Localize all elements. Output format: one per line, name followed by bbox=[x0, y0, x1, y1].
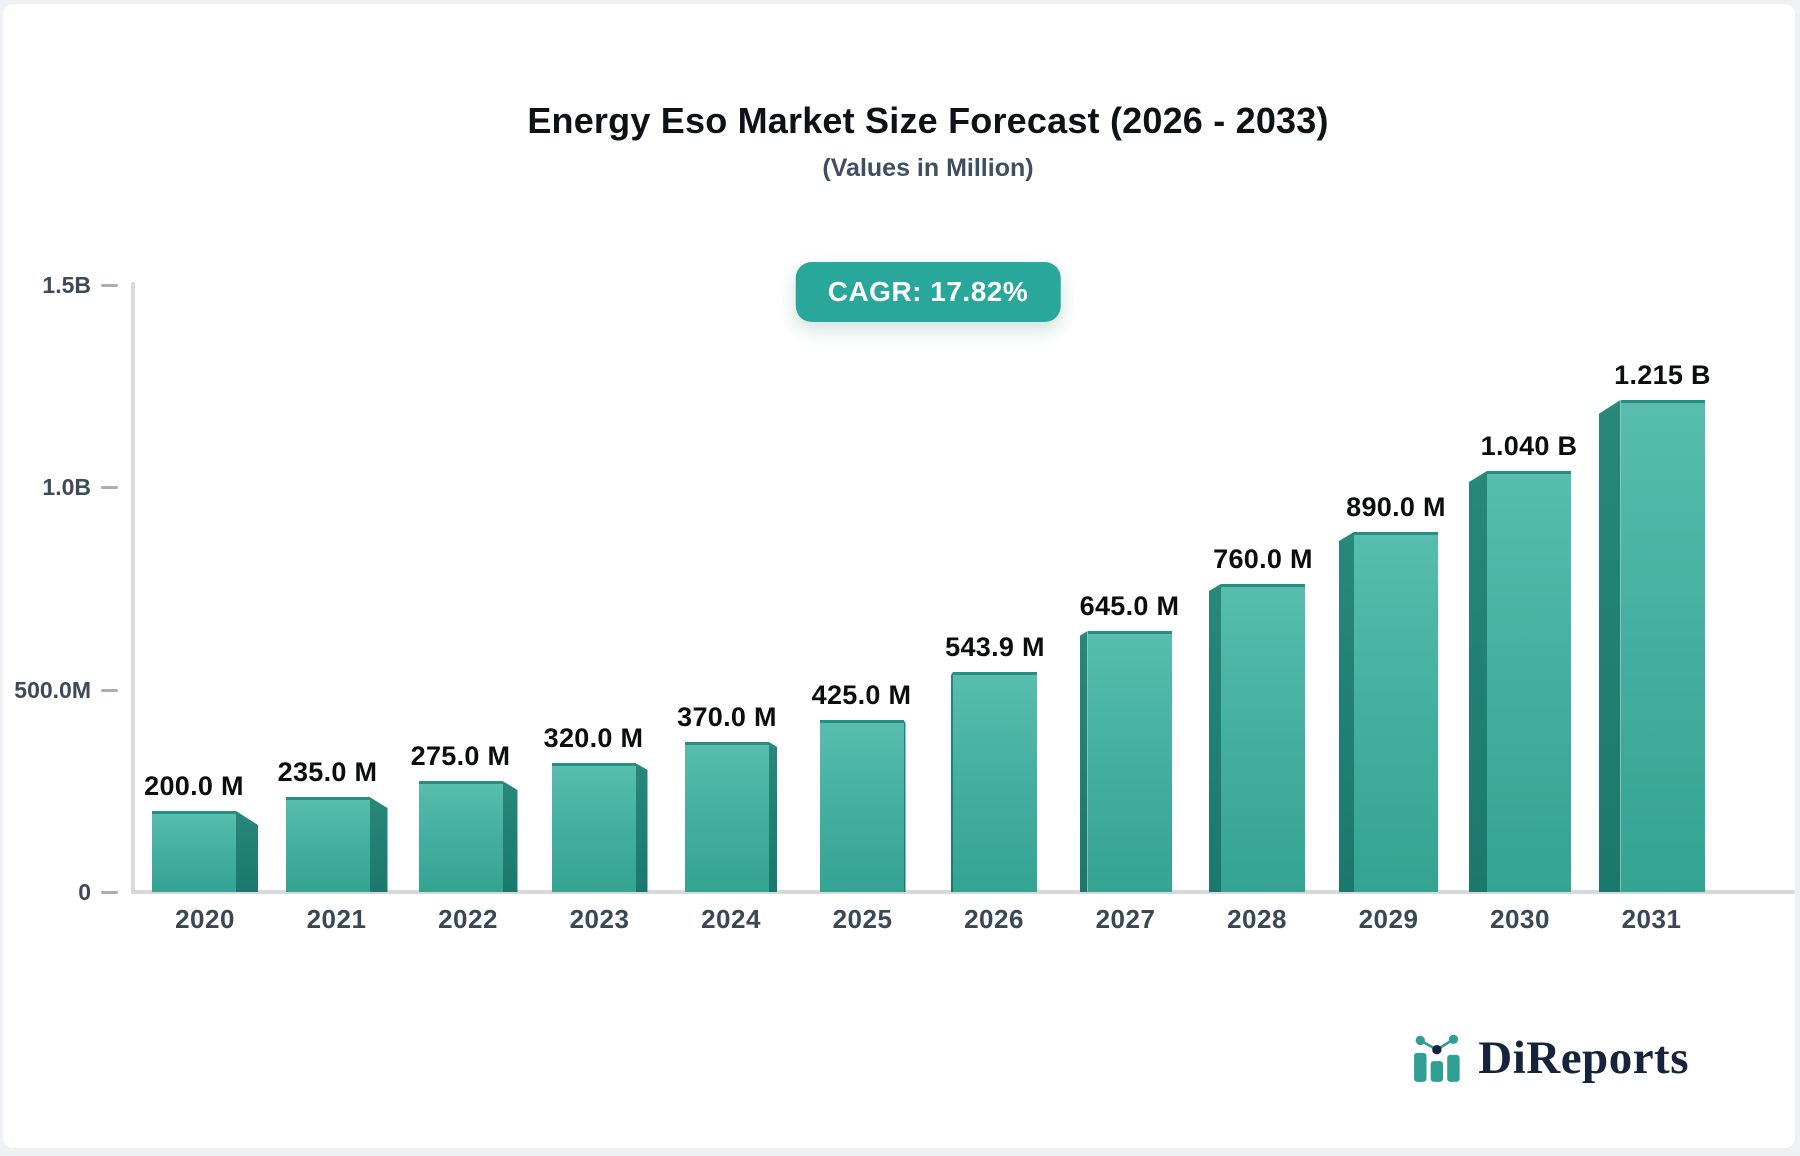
x-tick-label: 2025 bbox=[832, 904, 893, 934]
y-tick-label: 0 bbox=[78, 879, 91, 905]
bar-3d-side-2027 bbox=[1079, 631, 1088, 892]
bar-value-label: 1.215 B bbox=[1614, 360, 1711, 390]
x-tick-label: 2024 bbox=[701, 904, 761, 934]
x-tick-label: 2027 bbox=[1095, 904, 1156, 934]
x-tick-label: 2020 bbox=[175, 904, 235, 934]
bar-3d-side-2029 bbox=[1339, 532, 1354, 892]
x-tick-label: 2021 bbox=[306, 904, 367, 934]
bar-3d-side-2022 bbox=[502, 781, 518, 892]
bar-2021 bbox=[285, 797, 370, 892]
x-tick-label: 2028 bbox=[1227, 904, 1287, 934]
y-tick-label: 1.5B bbox=[42, 272, 91, 298]
bar-2031 bbox=[1620, 400, 1705, 892]
bar-3d-side-2025 bbox=[903, 720, 906, 892]
bar-2029 bbox=[1354, 532, 1438, 892]
bar-3d-side-2023 bbox=[635, 763, 648, 892]
bar-value-label: 275.0 M bbox=[410, 741, 511, 771]
bar-2023 bbox=[551, 763, 636, 892]
y-tick-mark bbox=[101, 891, 118, 894]
bar-value-label: 200.0 M bbox=[144, 771, 244, 801]
bar-2025 bbox=[819, 720, 904, 892]
bar-2027 bbox=[1087, 631, 1172, 892]
bar-value-label: 645.0 M bbox=[1079, 591, 1180, 621]
bar-2030 bbox=[1487, 471, 1571, 892]
bar-value-label: 760.0 M bbox=[1213, 544, 1313, 574]
bar-3d-side-2028 bbox=[1209, 584, 1221, 892]
x-tick-label: 2031 bbox=[1621, 904, 1682, 934]
cagr-badge: CAGR: 17.82% bbox=[795, 262, 1061, 322]
bar-value-label: 370.0 M bbox=[677, 702, 777, 732]
x-tick-label: 2023 bbox=[569, 904, 630, 934]
bar-2022 bbox=[418, 781, 503, 892]
bar-value-label: 890.0 M bbox=[1346, 492, 1446, 522]
y-tick-label: 1.0B bbox=[42, 474, 91, 501]
bar-3d-side-2030 bbox=[1469, 471, 1487, 892]
y-tick-mark bbox=[101, 688, 118, 692]
direports-logo-icon bbox=[1414, 1034, 1460, 1082]
y-tick-mark bbox=[101, 486, 118, 490]
bar-value-label: 1.040 B bbox=[1480, 431, 1578, 461]
bar-value-label: 235.0 M bbox=[277, 757, 378, 787]
chart-title: Energy Eso Market Size Forecast (2026 - … bbox=[527, 100, 1329, 141]
bar-3d-side-2020 bbox=[236, 811, 258, 892]
bar-value-label: 320.0 M bbox=[543, 723, 644, 753]
bar-2020 bbox=[152, 811, 236, 892]
y-tick-label: 500.0M bbox=[14, 676, 91, 703]
bar-value-label: 543.9 M bbox=[945, 632, 1045, 662]
x-tick-label: 2022 bbox=[438, 904, 498, 934]
y-axis-line bbox=[131, 282, 135, 894]
bar-3d-side-2031 bbox=[1598, 400, 1621, 892]
chart-card: Energy Eso Market Size Forecast (2026 - … bbox=[3, 4, 1795, 1148]
bar-2026 bbox=[953, 672, 1037, 892]
bar-3d-side-2021 bbox=[369, 797, 388, 892]
chart-subtitle: (Values in Million) bbox=[822, 154, 1034, 182]
bar-2024 bbox=[685, 742, 769, 892]
direports-logo-text: DiReports bbox=[1478, 1032, 1689, 1084]
bar-value-label: 425.0 M bbox=[811, 680, 912, 710]
x-tick-label: 2026 bbox=[964, 904, 1024, 934]
direports-logo: DiReports bbox=[1412, 1032, 1689, 1084]
bar-3d-side-2024 bbox=[769, 742, 777, 892]
bar-3d-side-2026 bbox=[951, 672, 953, 892]
bar-2028 bbox=[1221, 584, 1305, 892]
x-tick-label: 2030 bbox=[1490, 904, 1550, 934]
x-tick-label: 2029 bbox=[1358, 904, 1419, 934]
x-axis-line bbox=[131, 890, 1795, 894]
y-tick-mark bbox=[101, 284, 118, 287]
